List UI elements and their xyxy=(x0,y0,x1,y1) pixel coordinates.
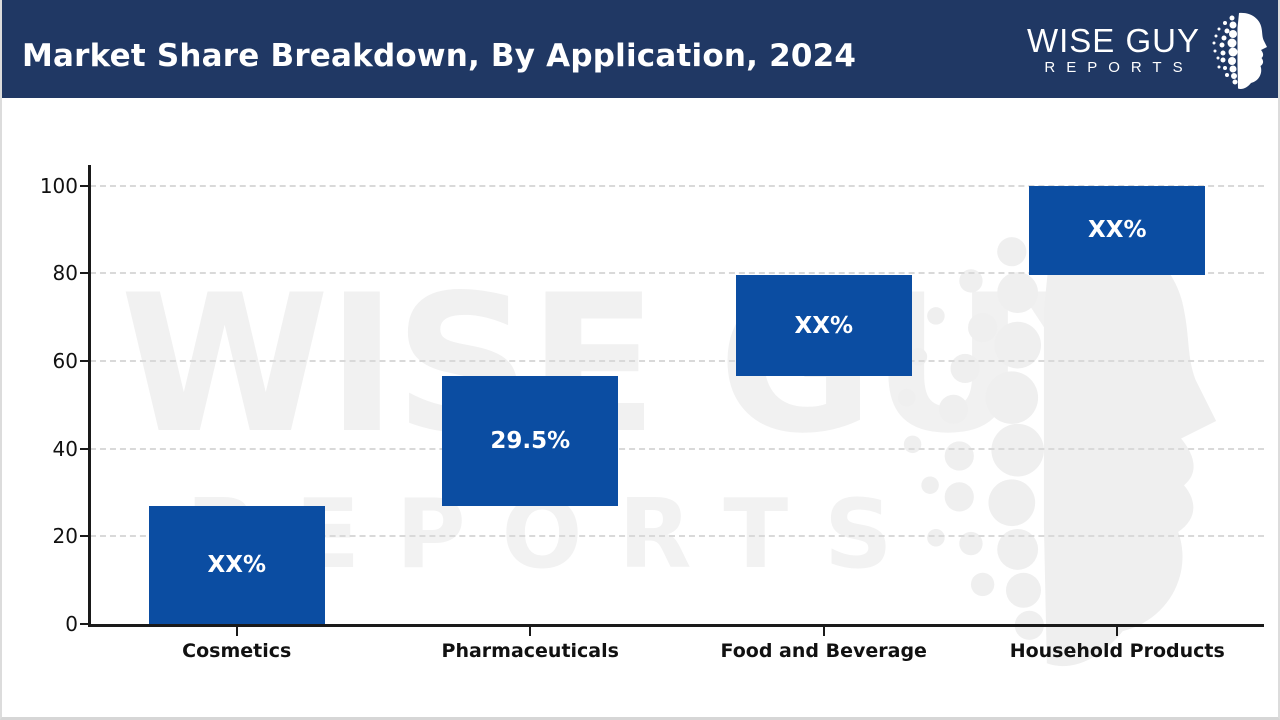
bar-value-label: XX% xyxy=(1087,217,1147,244)
bar-cosmetics: XX% xyxy=(148,505,325,624)
bar-food-and-beverage: XX% xyxy=(735,275,912,377)
y-tick-mark xyxy=(80,359,89,362)
y-tick-mark xyxy=(80,447,89,450)
gridline-40 xyxy=(90,447,1264,450)
y-tick-label: 20 xyxy=(52,524,78,549)
x-tick-label-0: Cosmetics xyxy=(182,640,292,662)
y-tick-mark xyxy=(80,623,89,625)
y-tick-mark xyxy=(80,272,89,275)
y-tick-label: 40 xyxy=(52,436,78,461)
x-tick-label-1: Pharmaceuticals xyxy=(441,640,619,662)
bar-value-label: XX% xyxy=(794,312,853,339)
chart-title: Market Share Breakdown, By Application, … xyxy=(22,38,857,74)
y-axis-line xyxy=(88,165,91,627)
bar-value-label: 29.5% xyxy=(490,427,571,454)
bar-value-label: XX% xyxy=(207,551,266,578)
x-tick-mark xyxy=(822,627,825,636)
header: Market Share Breakdown, By Application, … xyxy=(2,0,1278,98)
y-tick-label: 100 xyxy=(39,173,78,198)
x-axis-line xyxy=(88,624,1264,627)
gridline-100 xyxy=(90,184,1264,187)
x-tick-mark xyxy=(235,627,238,636)
y-tick-label: 60 xyxy=(52,348,78,373)
x-tick-mark xyxy=(529,627,532,636)
y-tick-label: 80 xyxy=(52,261,78,286)
y-tick-label: 0 xyxy=(65,612,78,636)
x-tick-label-2: Food and Beverage xyxy=(720,640,927,662)
logo-subtitle: REPORTS xyxy=(1044,58,1194,76)
y-tick-mark xyxy=(80,535,89,538)
bar-household-products: XX% xyxy=(1029,185,1206,276)
x-tick-label-3: Household Products xyxy=(1009,640,1225,662)
head-profile-icon xyxy=(1212,12,1267,89)
bar-pharmaceuticals: 29.5% xyxy=(442,376,619,506)
y-tick-mark xyxy=(80,184,89,187)
x-tick-mark xyxy=(1116,627,1119,636)
gridline-60 xyxy=(90,359,1264,362)
gridline-80 xyxy=(90,272,1264,275)
logo-wordmark: WISE GUY xyxy=(1026,21,1200,59)
logo-text: WISE GUY REPORTS xyxy=(1026,21,1200,77)
wise-guy-logo: WISE GUY REPORTS xyxy=(1027,10,1268,90)
gridline-20 xyxy=(90,535,1264,538)
